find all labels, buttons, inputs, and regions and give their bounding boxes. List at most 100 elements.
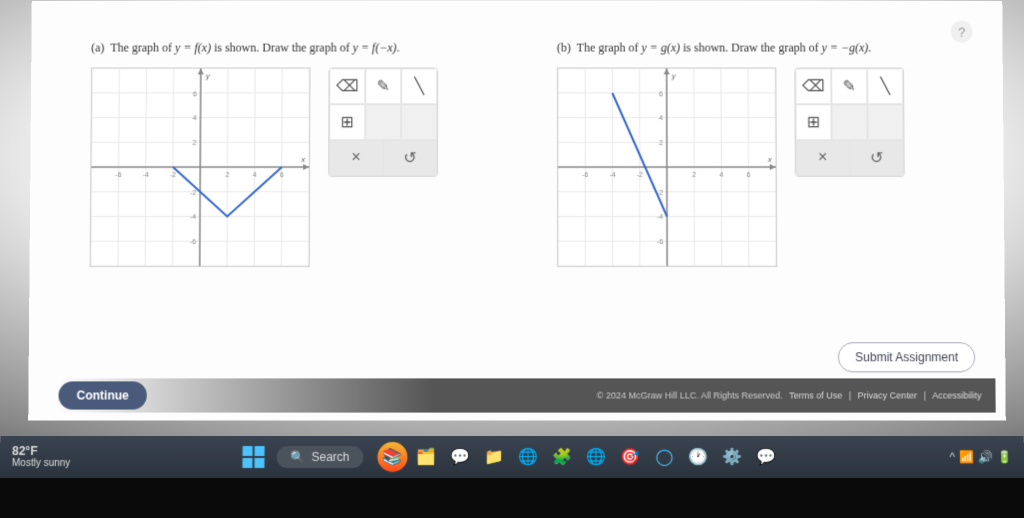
svg-text:y: y bbox=[671, 71, 677, 80]
eraser-tool[interactable]: ⌫ bbox=[795, 68, 831, 104]
text: The graph of bbox=[577, 41, 642, 55]
accessibility-link[interactable]: Accessibility bbox=[932, 390, 981, 400]
svg-text:6: 6 bbox=[659, 91, 663, 98]
volume-icon[interactable]: 🔊 bbox=[978, 450, 993, 464]
taskbar-app-icon[interactable]: 🗂️ bbox=[411, 442, 441, 472]
eq1: y = g(x) bbox=[641, 41, 680, 55]
blank-tool bbox=[365, 104, 401, 140]
eq1: y = f(x) bbox=[175, 41, 211, 55]
help-icon[interactable]: ? bbox=[951, 21, 973, 43]
system-tray[interactable]: ^ 📶 🔊 🔋 bbox=[949, 450, 1012, 464]
pencil-tool[interactable]: ✎ bbox=[365, 68, 401, 104]
weather-desc: Mostly sunny bbox=[12, 458, 71, 470]
clear-button[interactable]: × bbox=[796, 140, 850, 176]
taskbar-app-icon[interactable]: ◯ bbox=[649, 442, 679, 472]
svg-text:2: 2 bbox=[193, 140, 197, 147]
privacy-link[interactable]: Privacy Center bbox=[858, 390, 917, 400]
svg-text:-6: -6 bbox=[115, 172, 121, 179]
svg-text:2: 2 bbox=[225, 172, 229, 179]
blank-tool bbox=[831, 104, 867, 140]
label: (a) bbox=[91, 41, 104, 55]
svg-text:4: 4 bbox=[719, 172, 723, 179]
line-tool[interactable]: ╲ bbox=[401, 68, 437, 104]
text: is shown. Draw the graph of bbox=[683, 41, 822, 55]
grid-tool[interactable]: ⊞ bbox=[329, 104, 365, 140]
problem-a: (a) The graph of y = f(x) is shown. Draw… bbox=[90, 41, 517, 267]
submit-assignment-button[interactable]: Submit Assignment bbox=[838, 342, 975, 372]
taskbar-app-icon[interactable]: 🎯 bbox=[615, 442, 645, 472]
svg-text:2: 2 bbox=[659, 140, 663, 147]
svg-text:-6: -6 bbox=[582, 172, 588, 179]
graph-b[interactable]: -6-4-2246-6-4-2246xy bbox=[557, 67, 777, 267]
wifi-icon[interactable]: 📶 bbox=[959, 450, 974, 464]
text: is shown. Draw the graph of bbox=[214, 41, 353, 55]
weather-temp: 82°F bbox=[12, 444, 71, 458]
svg-text:2: 2 bbox=[692, 172, 696, 179]
svg-text:-4: -4 bbox=[143, 172, 149, 179]
text: The graph of bbox=[110, 41, 175, 55]
clear-button[interactable]: × bbox=[329, 140, 383, 176]
taskbar-app-icon[interactable]: 📁 bbox=[479, 442, 509, 472]
svg-text:x: x bbox=[300, 155, 306, 164]
windows-taskbar: 82°F Mostly sunny 🔍 Search 📚 🗂️ 💬 📁 🌐 🧩 … bbox=[0, 436, 1024, 478]
svg-text:-2: -2 bbox=[637, 172, 643, 179]
eq2: y = f(−x) bbox=[353, 41, 397, 55]
start-icon[interactable] bbox=[242, 446, 264, 468]
assignment-content: ? (a) The graph of y = f(x) is shown. Dr… bbox=[28, 1, 1006, 421]
line-tool[interactable]: ╲ bbox=[867, 68, 903, 104]
reset-button[interactable]: ↺ bbox=[383, 140, 437, 176]
graph-a[interactable]: -6 -4 -2 2 4 6 -6 -4 -2 2 4 6 x y bbox=[90, 67, 311, 267]
blank-tool bbox=[401, 104, 437, 140]
svg-text:y: y bbox=[205, 71, 211, 80]
laptop-bezel bbox=[0, 478, 1024, 518]
svg-text:-4: -4 bbox=[609, 172, 615, 179]
taskbar-app-icon[interactable]: 🕐 bbox=[683, 442, 713, 472]
eraser-tool[interactable]: ⌫ bbox=[329, 68, 365, 104]
copyright: © 2024 McGraw Hill LLC. All Rights Reser… bbox=[597, 390, 783, 400]
taskbar-app-icon[interactable]: 💬 bbox=[445, 442, 475, 472]
svg-text:-4: -4 bbox=[190, 214, 196, 221]
svg-text:6: 6 bbox=[747, 172, 751, 179]
svg-text:-2: -2 bbox=[170, 172, 176, 179]
grid-tool[interactable]: ⊞ bbox=[795, 104, 831, 140]
terms-link[interactable]: Terms of Use bbox=[789, 390, 842, 400]
taskbar-app-icon[interactable]: 🌐 bbox=[581, 442, 611, 472]
blank-tool bbox=[867, 104, 903, 140]
pencil-tool[interactable]: ✎ bbox=[831, 68, 867, 104]
weather-widget[interactable]: 82°F Mostly sunny bbox=[12, 444, 71, 470]
label: (b) bbox=[557, 41, 571, 55]
period: . bbox=[397, 41, 400, 55]
svg-text:-4: -4 bbox=[657, 214, 663, 221]
tool-panel-b: ⌫ ✎ ╲ ⊞ × ↺ bbox=[794, 67, 904, 177]
problem-b: (b) The graph of y = g(x) is shown. Draw… bbox=[557, 41, 985, 267]
problem-b-text: (b) The graph of y = g(x) is shown. Draw… bbox=[557, 41, 983, 56]
eq2: y = −g(x) bbox=[822, 41, 869, 55]
battery-icon[interactable]: 🔋 bbox=[997, 450, 1012, 464]
footer-text: © 2024 McGraw Hill LLC. All Rights Reser… bbox=[597, 390, 986, 400]
taskbar-app-icon[interactable]: ⚙️ bbox=[717, 442, 747, 472]
svg-text:6: 6 bbox=[280, 172, 284, 179]
taskbar-app-icon[interactable]: 💬 bbox=[751, 442, 781, 472]
svg-text:6: 6 bbox=[193, 91, 197, 98]
svg-text:-2: -2 bbox=[190, 190, 196, 197]
taskbar-search[interactable]: 🔍 Search bbox=[276, 446, 363, 468]
continue-button[interactable]: Continue bbox=[58, 381, 146, 409]
problems-row: (a) The graph of y = f(x) is shown. Draw… bbox=[50, 21, 985, 267]
reset-button[interactable]: ↺ bbox=[850, 140, 904, 176]
svg-text:4: 4 bbox=[659, 116, 663, 123]
search-placeholder: Search bbox=[311, 450, 349, 464]
tool-panel-a: ⌫ ✎ ╲ ⊞ × ↺ bbox=[328, 67, 438, 177]
period: . bbox=[868, 41, 871, 55]
problem-a-text: (a) The graph of y = f(x) is shown. Draw… bbox=[91, 41, 517, 56]
tray-chevron-icon[interactable]: ^ bbox=[949, 450, 955, 464]
svg-text:-6: -6 bbox=[190, 239, 196, 246]
svg-text:-6: -6 bbox=[657, 239, 663, 246]
svg-text:4: 4 bbox=[193, 116, 197, 123]
svg-text:4: 4 bbox=[253, 172, 257, 179]
taskbar-app-icon[interactable]: 🧩 bbox=[547, 442, 577, 472]
svg-text:x: x bbox=[767, 155, 773, 164]
footer-bar: Continue © 2024 McGraw Hill LLC. All Rig… bbox=[58, 378, 995, 412]
taskbar-app-icon[interactable]: 📚 bbox=[377, 442, 407, 472]
search-icon: 🔍 bbox=[290, 450, 305, 464]
taskbar-app-icon[interactable]: 🌐 bbox=[513, 442, 543, 472]
